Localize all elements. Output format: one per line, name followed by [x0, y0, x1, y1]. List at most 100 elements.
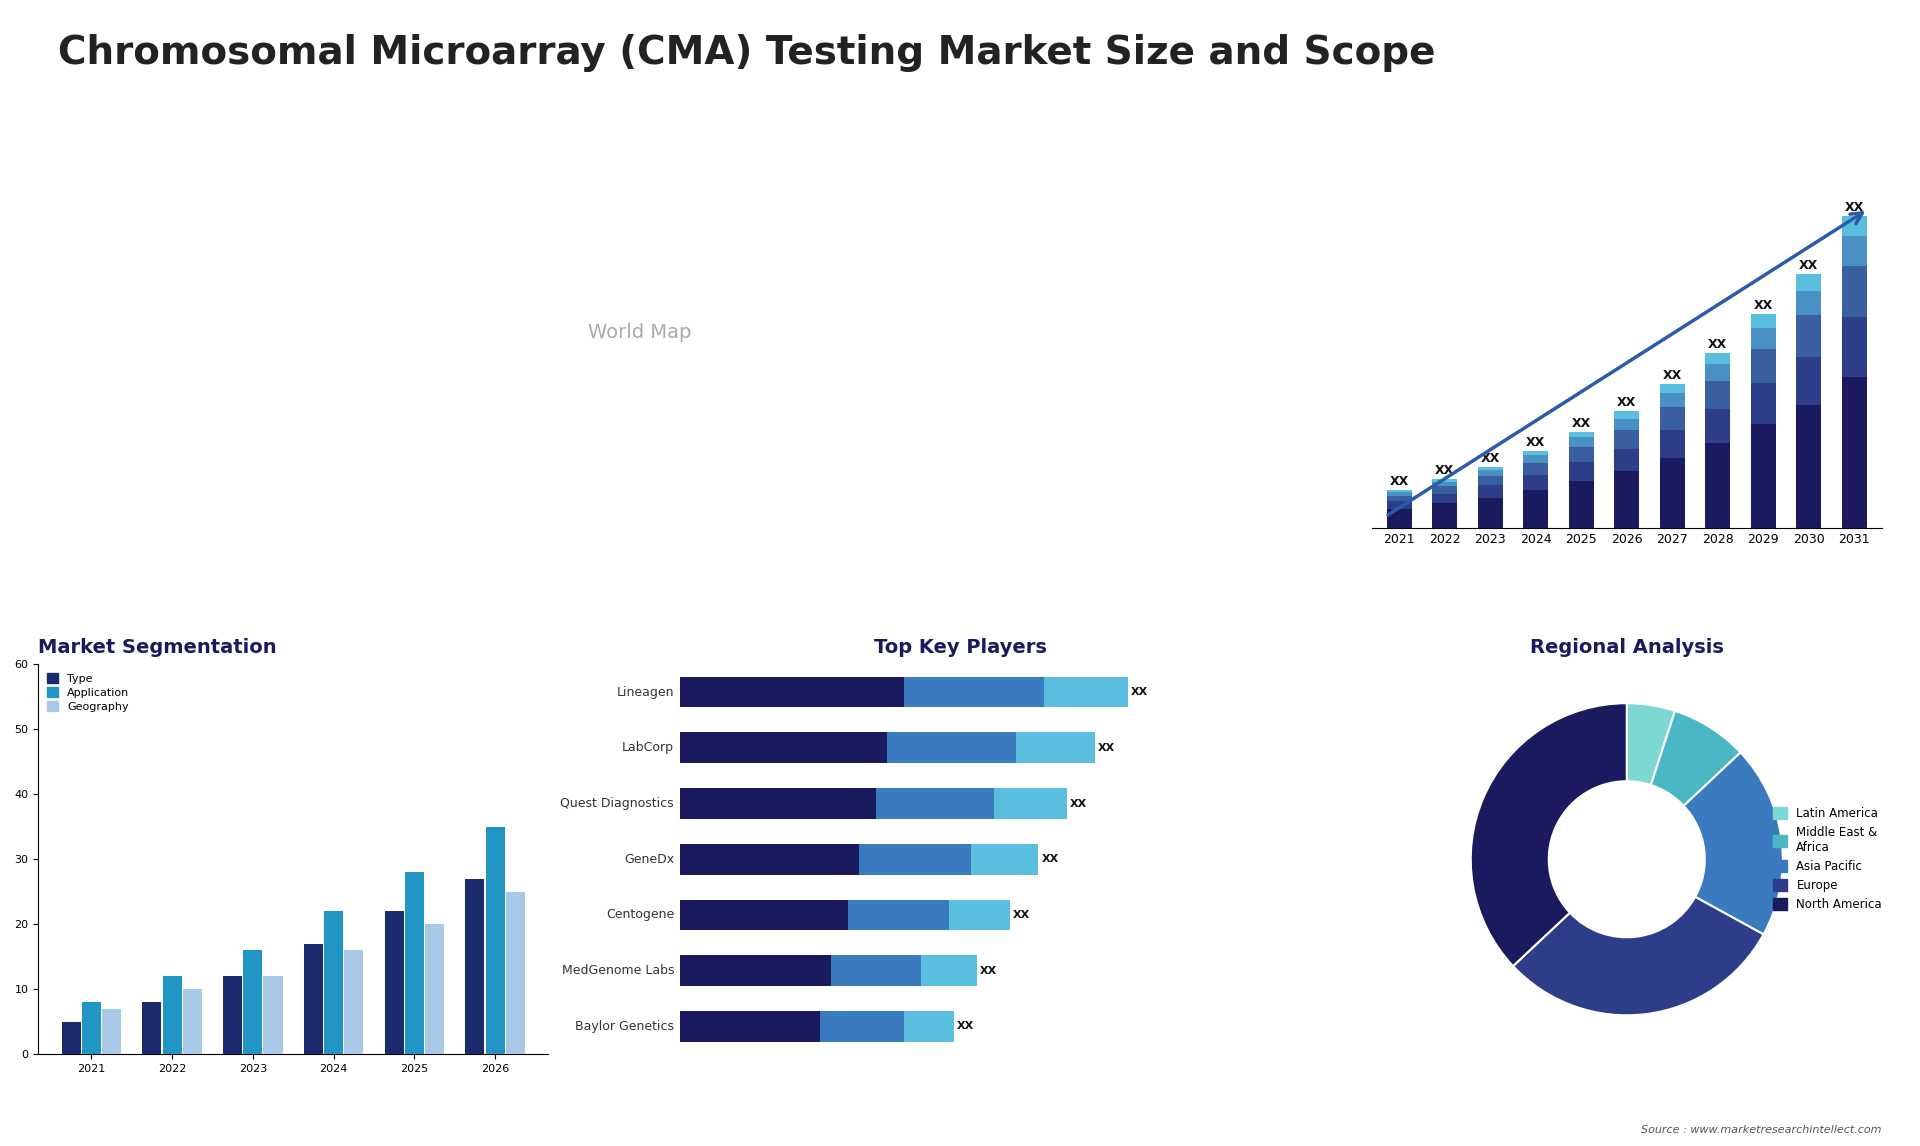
Text: World Map: World Map	[588, 323, 691, 343]
Bar	[1797, 315, 1822, 356]
Bar	[263, 976, 282, 1054]
Bar	[1841, 317, 1866, 377]
Text: XX: XX	[1753, 299, 1772, 313]
Text: Market Segmentation: Market Segmentation	[38, 638, 276, 657]
Bar	[1478, 470, 1503, 476]
Bar	[1386, 492, 1411, 496]
Bar	[1797, 406, 1822, 527]
Bar	[142, 1003, 161, 1054]
Bar	[680, 677, 904, 707]
Bar	[1523, 490, 1548, 527]
Bar	[1751, 424, 1776, 527]
Bar	[486, 826, 505, 1054]
Bar	[1841, 215, 1866, 236]
Bar	[1797, 274, 1822, 291]
Bar	[1705, 409, 1730, 444]
Bar	[1523, 455, 1548, 463]
Bar	[1659, 458, 1684, 527]
Text: LabCorp: LabCorp	[622, 741, 674, 754]
Bar	[405, 872, 424, 1054]
Bar	[680, 956, 831, 986]
Bar	[680, 788, 876, 819]
Bar	[1615, 418, 1640, 430]
Bar	[1569, 447, 1594, 462]
Bar	[1659, 384, 1684, 393]
Bar	[1432, 494, 1457, 503]
Bar	[922, 956, 977, 986]
Bar	[904, 1011, 954, 1042]
Bar	[1386, 496, 1411, 501]
Bar	[904, 677, 1044, 707]
Bar	[1523, 474, 1548, 490]
Text: XX: XX	[1098, 743, 1116, 753]
Bar	[1478, 466, 1503, 470]
Bar	[1659, 407, 1684, 430]
Bar	[1659, 393, 1684, 407]
Bar	[465, 879, 484, 1054]
Bar	[505, 892, 524, 1054]
Bar	[1841, 236, 1866, 266]
Bar	[858, 843, 972, 874]
Bar	[1569, 438, 1594, 447]
Bar	[163, 976, 182, 1054]
Text: XX: XX	[958, 1021, 975, 1031]
Text: Quest Diagnostics: Quest Diagnostics	[561, 796, 674, 810]
Bar	[680, 900, 849, 931]
Bar	[1705, 353, 1730, 364]
Text: GeneDx: GeneDx	[624, 853, 674, 865]
Bar	[1386, 509, 1411, 527]
Text: XX: XX	[1480, 452, 1500, 464]
Bar	[1615, 430, 1640, 449]
Text: XX: XX	[1014, 910, 1031, 920]
Bar	[1569, 480, 1594, 527]
Bar	[680, 1011, 820, 1042]
Bar	[1751, 383, 1776, 424]
Bar	[1751, 329, 1776, 350]
Wedge shape	[1471, 704, 1626, 966]
Text: XX: XX	[1572, 417, 1592, 430]
Text: MedGenome Labs: MedGenome Labs	[561, 964, 674, 978]
Bar	[303, 944, 323, 1054]
Bar	[1705, 380, 1730, 409]
Text: XX: XX	[1526, 435, 1546, 449]
Text: Centogene: Centogene	[607, 909, 674, 921]
Bar	[680, 843, 858, 874]
Bar	[876, 788, 995, 819]
Bar	[1615, 411, 1640, 418]
Text: Baylor Genetics: Baylor Genetics	[576, 1020, 674, 1033]
Text: XX: XX	[1131, 688, 1148, 697]
Title: Top Key Players: Top Key Players	[874, 638, 1046, 657]
Legend: Type, Application, Geography: Type, Application, Geography	[44, 669, 132, 715]
Bar	[1797, 291, 1822, 315]
Wedge shape	[1626, 704, 1674, 785]
Bar	[61, 1022, 81, 1054]
Bar	[1386, 501, 1411, 509]
Bar	[680, 732, 887, 763]
Bar	[182, 989, 202, 1054]
Text: XX: XX	[1069, 799, 1087, 809]
Bar	[1705, 444, 1730, 527]
Bar	[1751, 314, 1776, 329]
Text: Chromosomal Microarray (CMA) Testing Market Size and Scope: Chromosomal Microarray (CMA) Testing Mar…	[58, 34, 1434, 72]
Bar	[972, 843, 1039, 874]
Text: Lineagen: Lineagen	[616, 685, 674, 699]
Legend: Latin America, Middle East &
Africa, Asia Pacific, Europe, North America: Latin America, Middle East & Africa, Asi…	[1768, 803, 1885, 915]
Bar	[1478, 497, 1503, 527]
Bar	[324, 911, 344, 1054]
Bar	[948, 900, 1010, 931]
Bar	[1044, 677, 1129, 707]
Bar	[1659, 430, 1684, 458]
Bar	[384, 911, 403, 1054]
Bar	[1615, 471, 1640, 527]
Bar	[1523, 450, 1548, 455]
Bar	[1569, 462, 1594, 480]
Bar	[831, 956, 922, 986]
Wedge shape	[1651, 711, 1741, 806]
Text: XX: XX	[1709, 338, 1728, 351]
Bar	[83, 1003, 102, 1054]
Bar	[1386, 490, 1411, 492]
Bar	[1841, 377, 1866, 527]
Bar	[1016, 732, 1094, 763]
Bar	[424, 925, 444, 1054]
Text: XX: XX	[1663, 369, 1682, 382]
